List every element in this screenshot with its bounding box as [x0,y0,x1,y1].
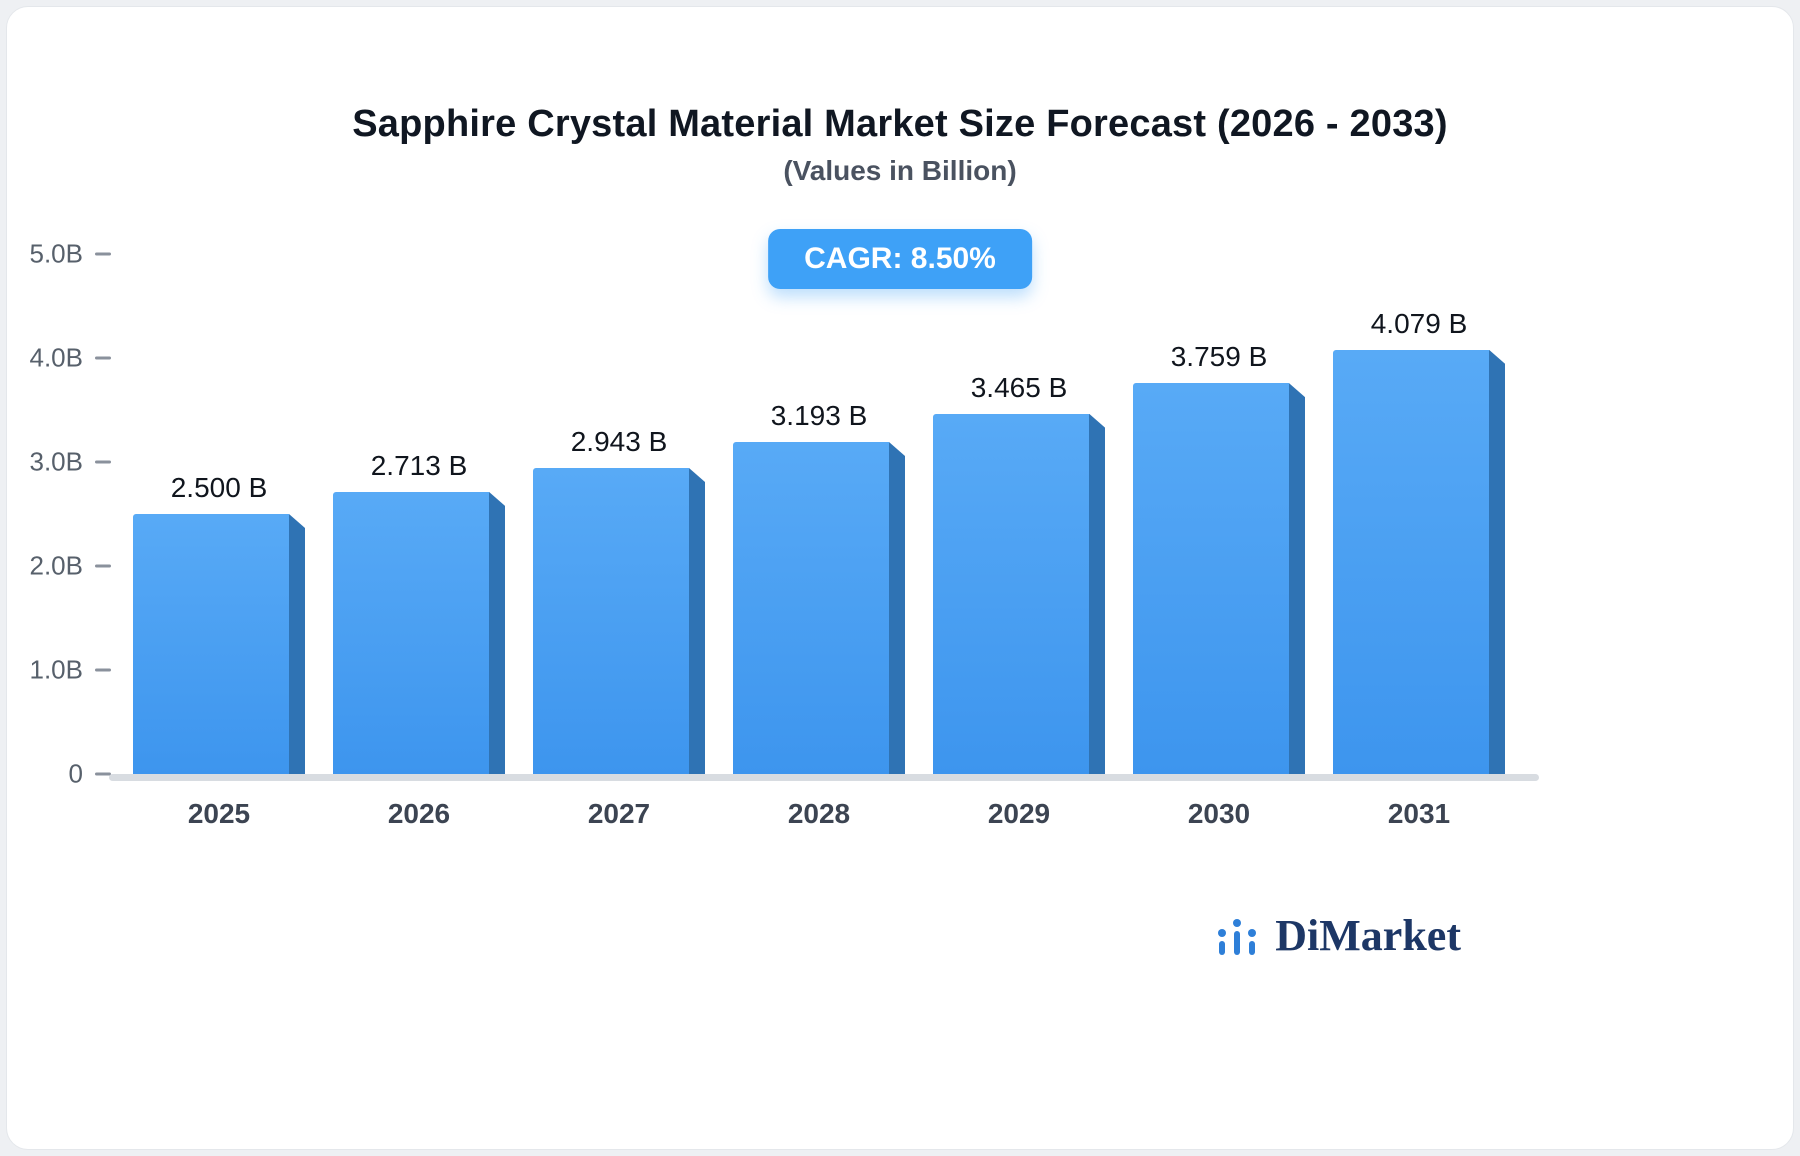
y-axis-tick-label: 3.0B [29,446,84,477]
bar [133,514,305,774]
y-axis-tick-label: 1.0B [29,654,84,685]
y-axis-tick: 5.0B [7,239,111,270]
x-axis-label: 2030 [1187,798,1251,829]
y-axis-tick: 0 [7,759,111,790]
chart-title: Sapphire Crystal Material Market Size Fo… [352,103,1448,145]
bar-side-3d [1089,413,1105,774]
y-axis-tick: 1.0B [7,655,111,686]
bar-group: 4.079 B 2031 [1333,307,1505,829]
x-axis-label: 2029 [987,798,1051,829]
bar-value-label: 2.943 B [570,425,668,457]
bar-face [133,514,289,774]
bar-group: 2.500 B 2025 [133,472,305,829]
bar-face [1333,349,1489,774]
bar-group: 2.713 B 2026 [333,449,505,829]
y-axis-tick-mark [95,564,111,568]
bar [533,467,705,774]
x-axis-label: 2028 [787,798,851,829]
x-axis-label: 2026 [387,798,451,829]
cagr-badge: CAGR: 8.50% [768,229,1032,289]
bar-value-label: 3.193 B [770,399,868,431]
x-axis-label: 2031 [1387,798,1451,829]
x-axis-baseline [109,774,1539,781]
bar-value-label: 3.465 B [970,371,1068,403]
bar-group: 3.759 B 2030 [1133,341,1305,829]
brand-logo: DiMarket [1213,910,1461,961]
bars-container: 2.500 B 2025 2.713 B 2026 2.943 B 2027 3.193 B… [119,254,1519,829]
x-axis-label: 2027 [587,798,651,829]
bar-group: 3.465 B 2029 [933,371,1105,829]
y-axis-tick-label: 2.0B [29,550,84,581]
x-axis-label: 2025 [187,798,251,829]
y-axis-tick: 3.0B [7,447,111,478]
bar [1333,349,1505,774]
y-axis-tick-mark [95,252,111,256]
chart-card: Sapphire Crystal Material Market Size Fo… [6,6,1794,1150]
y-axis-tick-mark [95,668,111,672]
y-axis-tick-label: 5.0B [29,238,84,269]
bar-face [333,491,489,774]
bar-group: 2.943 B 2027 [533,425,705,829]
bar [333,491,505,774]
bar [1133,383,1305,774]
bar-face [933,413,1089,774]
brand-logo-text: DiMarket [1275,911,1461,960]
y-axis-tick-label: 4.0B [29,342,84,373]
bar [933,413,1105,774]
y-axis-tick: 4.0B [7,343,111,374]
bar-value-label: 3.759 B [1170,341,1268,373]
bar-value-label: 4.079 B [1370,307,1468,339]
bar-side-3d [289,514,305,774]
bar-face [1133,383,1289,774]
y-axis-tick-label: 0 [68,758,83,789]
y-axis-tick-mark [95,460,111,464]
chart-subtitle: (Values in Billion) [783,155,1017,186]
bar-side-3d [489,491,505,774]
bar-side-3d [1489,349,1505,774]
bar-value-label: 2.500 B [170,472,268,503]
bar-group: 3.193 B 2028 [733,399,905,829]
bar-face [533,467,689,774]
y-axis-tick-mark [95,772,111,776]
bar-side-3d [1289,383,1305,774]
y-axis-tick: 2.0B [7,551,111,582]
bar-side-3d [889,441,905,774]
bar [733,441,905,774]
bar-side-3d [689,467,705,774]
plot-area: 0 1.0B 2.0B 3.0B 4.0B 5.0B 2.500 B 2025 2.713 B… [30,239,1539,829]
bar-chart-icon [1213,912,1261,960]
y-axis-tick-mark [95,356,111,360]
bar-value-label: 2.713 B [370,449,468,481]
bar-face [733,441,889,774]
